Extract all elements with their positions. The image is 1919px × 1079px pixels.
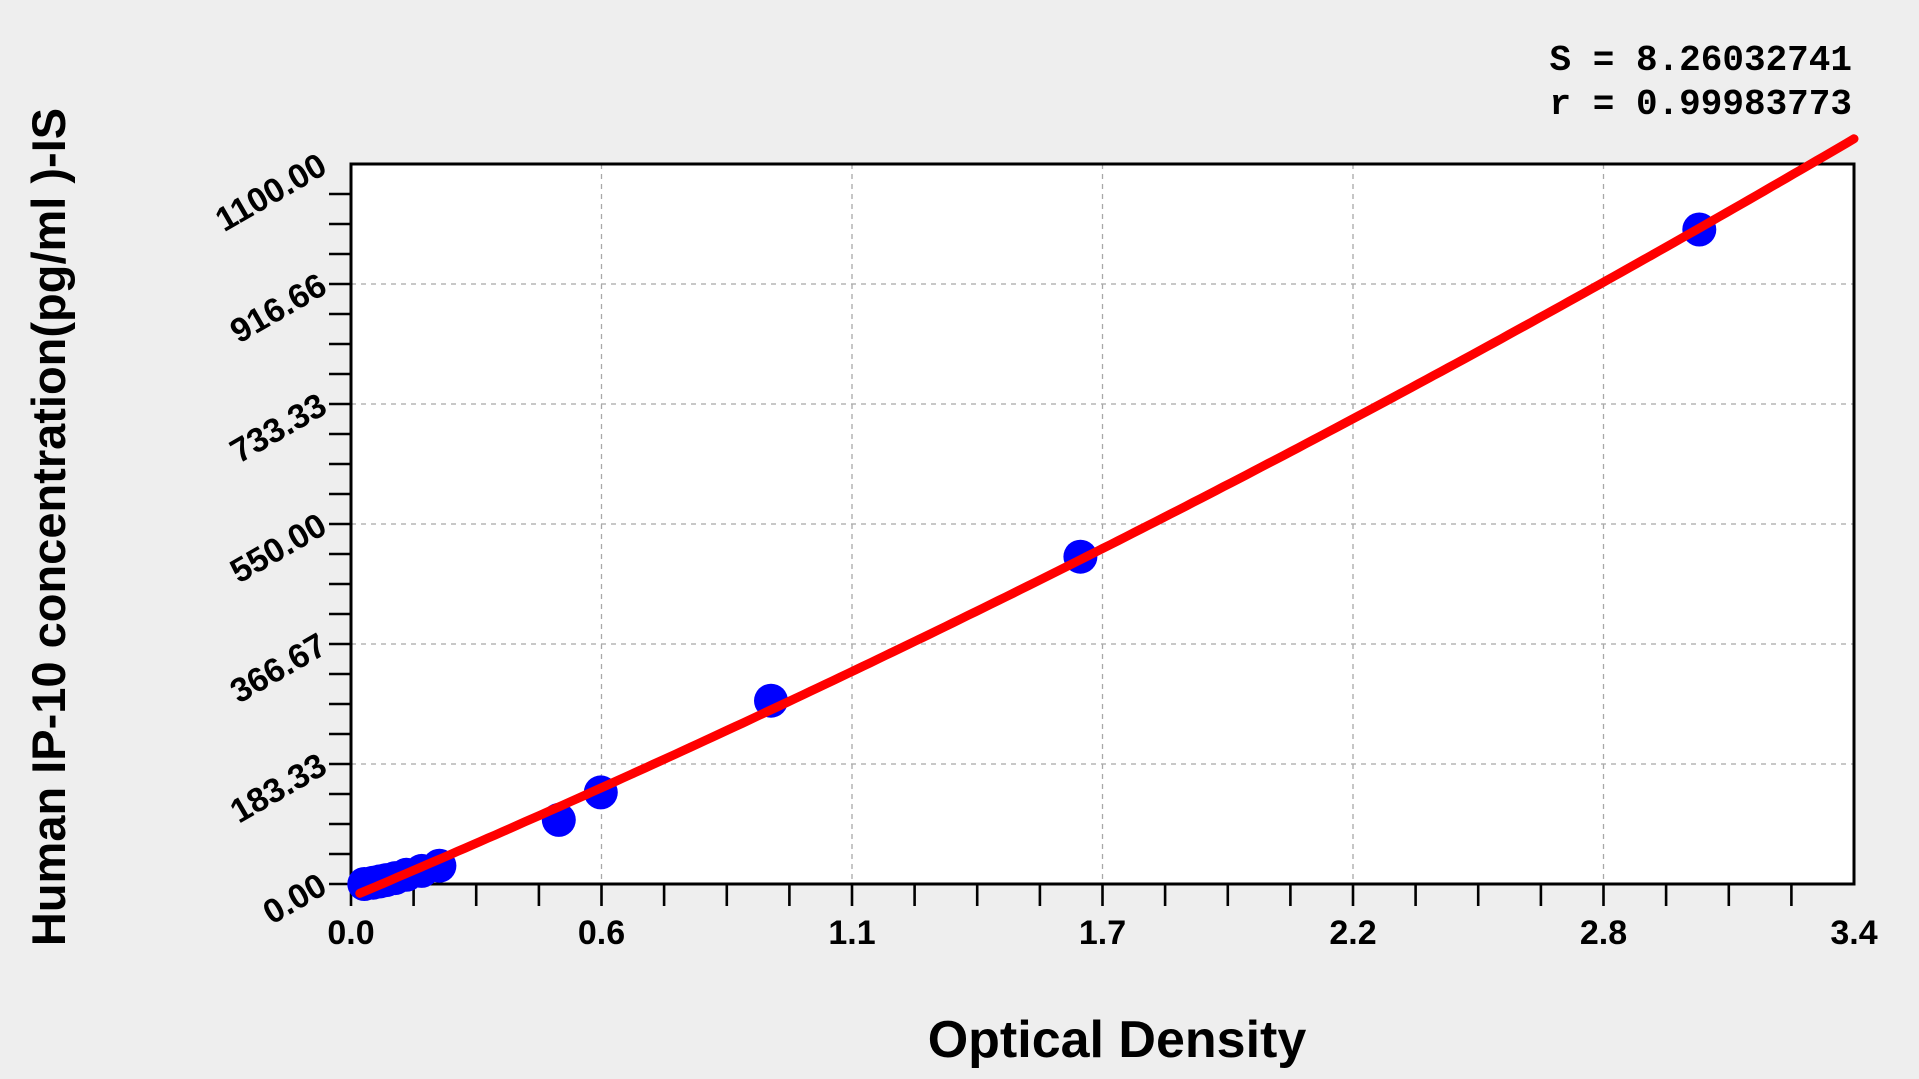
svg-text:S = 8.26032741: S = 8.26032741 bbox=[1550, 40, 1852, 81]
svg-text:0.6: 0.6 bbox=[578, 914, 625, 952]
svg-text:0.0: 0.0 bbox=[327, 914, 374, 952]
svg-text:Optical Density: Optical Density bbox=[928, 1011, 1307, 1069]
svg-text:2.2: 2.2 bbox=[1329, 914, 1376, 952]
svg-text:1.1: 1.1 bbox=[828, 914, 875, 952]
svg-text:1.7: 1.7 bbox=[1079, 914, 1126, 952]
svg-text:r = 0.99983773: r = 0.99983773 bbox=[1550, 84, 1852, 125]
svg-text:2.8: 2.8 bbox=[1580, 914, 1627, 952]
svg-text:Human IP-10 concentration(pg/: Human IP-10 concentration(pg/ml )-IS bbox=[22, 108, 75, 946]
svg-text:3.4: 3.4 bbox=[1830, 914, 1877, 952]
